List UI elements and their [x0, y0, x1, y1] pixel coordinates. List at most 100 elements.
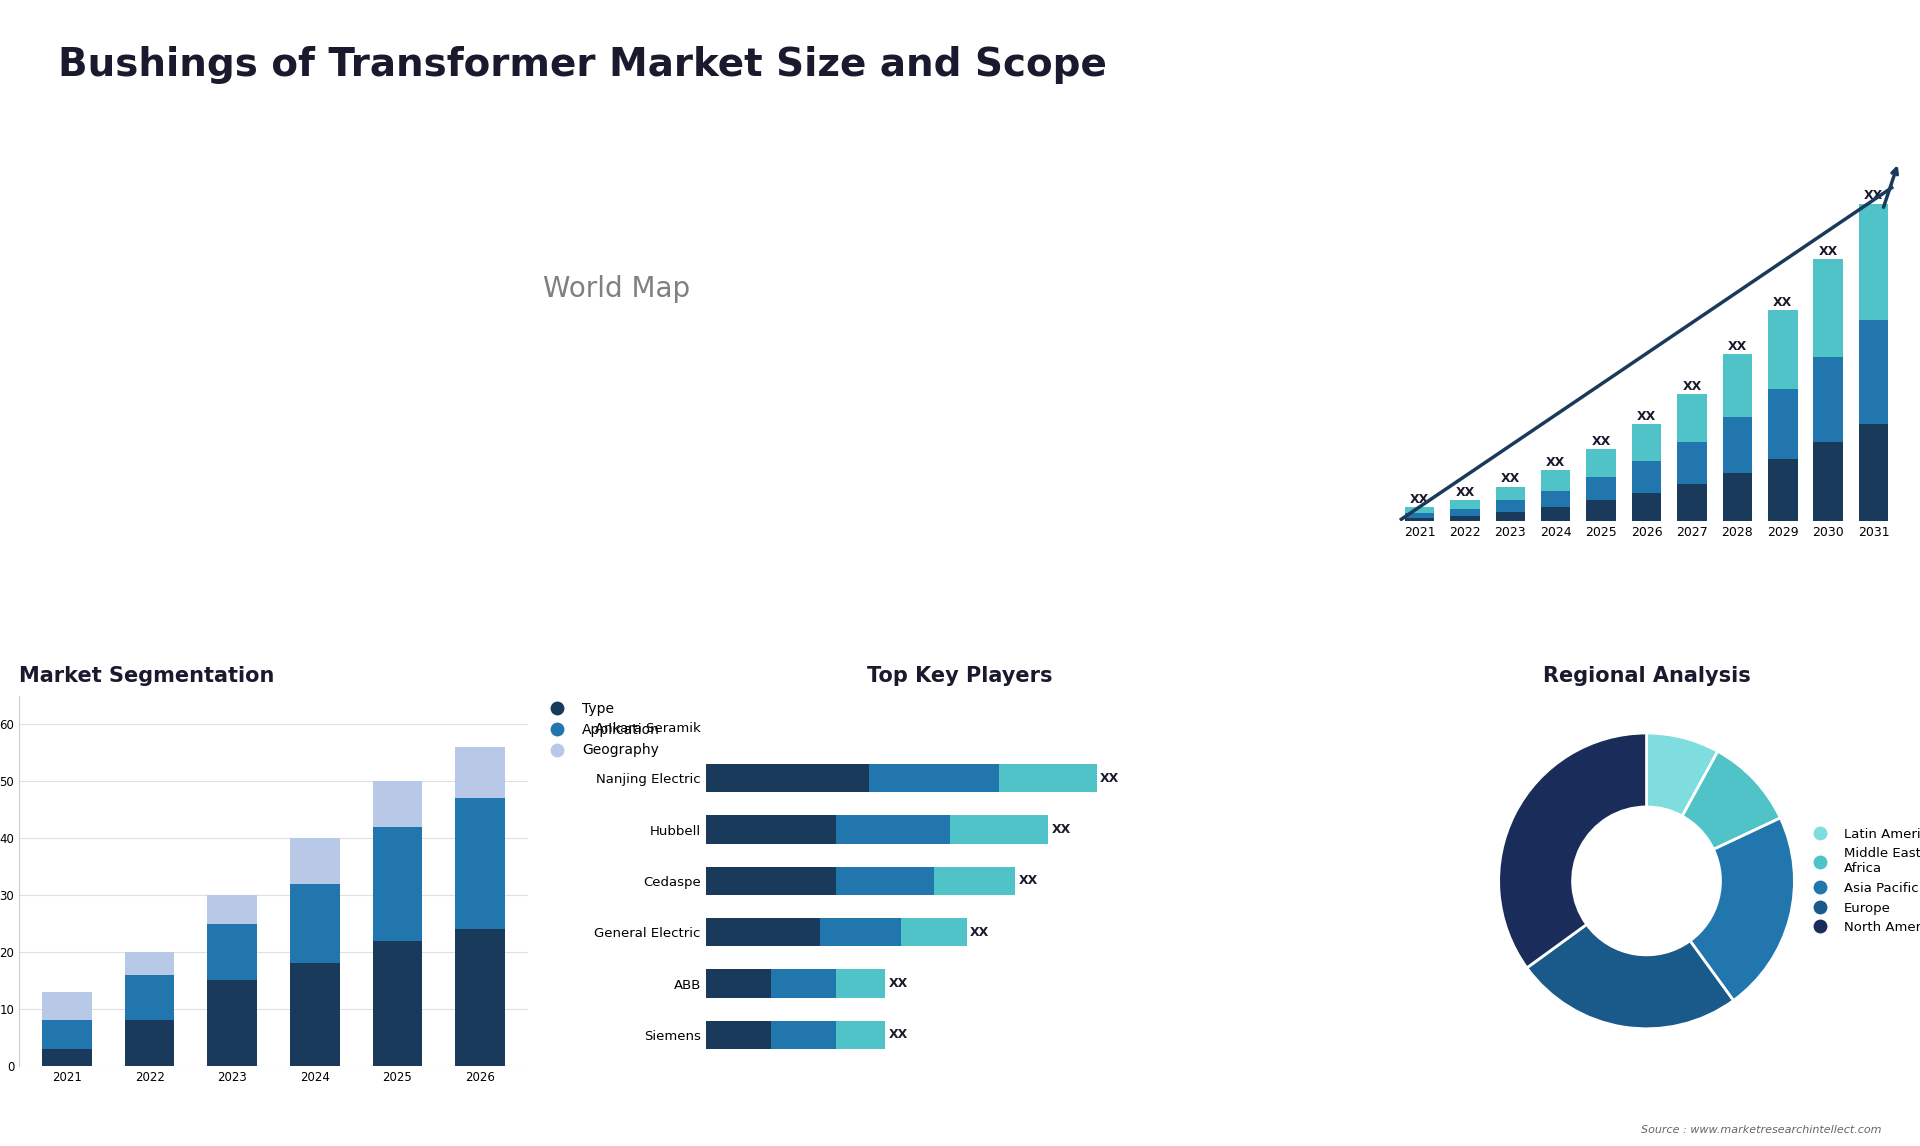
Text: XX: XX — [1409, 493, 1428, 507]
Bar — [1632, 494, 1661, 521]
Text: XX: XX — [889, 978, 908, 990]
Text: Bushings of Transformer Market Size and Scope: Bushings of Transformer Market Size and … — [58, 46, 1106, 84]
Wedge shape — [1682, 752, 1780, 849]
Text: XX: XX — [1682, 379, 1701, 393]
Bar — [207, 895, 257, 924]
Bar — [1859, 320, 1887, 424]
Bar — [835, 816, 950, 843]
Bar — [1405, 518, 1434, 521]
Text: XX: XX — [1728, 340, 1747, 353]
Bar — [1450, 501, 1480, 509]
Bar — [820, 918, 900, 947]
Bar — [1768, 390, 1797, 458]
Bar — [950, 816, 1048, 843]
Text: XX: XX — [1501, 472, 1521, 486]
Text: INTELLECT: INTELLECT — [1761, 99, 1818, 108]
Bar — [1812, 259, 1843, 356]
Bar — [707, 866, 835, 895]
Bar — [207, 981, 257, 1066]
Bar — [1859, 424, 1887, 521]
Bar — [1632, 461, 1661, 494]
Bar — [707, 918, 820, 947]
Wedge shape — [1647, 733, 1718, 816]
Bar — [1812, 356, 1843, 442]
Bar — [835, 866, 933, 895]
Bar — [1542, 470, 1571, 492]
Circle shape — [1572, 807, 1720, 955]
Bar — [125, 952, 175, 975]
Bar — [707, 816, 835, 843]
Wedge shape — [1526, 925, 1734, 1029]
Bar — [1722, 417, 1753, 472]
Legend: Type, Application, Geography: Type, Application, Geography — [538, 696, 666, 763]
Bar — [372, 827, 422, 941]
Bar — [372, 782, 422, 827]
Bar — [707, 1021, 772, 1049]
Text: XX: XX — [1455, 486, 1475, 500]
Text: XX: XX — [1864, 189, 1884, 203]
Text: XX: XX — [1100, 771, 1119, 785]
Bar — [772, 970, 835, 998]
Bar — [1812, 442, 1843, 521]
Bar — [933, 866, 1016, 895]
Bar — [1450, 516, 1480, 521]
Bar — [900, 918, 966, 947]
Bar — [1586, 501, 1617, 521]
Bar — [1678, 442, 1707, 485]
Bar — [455, 929, 505, 1066]
Text: XX: XX — [889, 1028, 908, 1042]
Text: XX: XX — [1638, 410, 1657, 423]
Bar — [207, 924, 257, 981]
Bar — [1678, 394, 1707, 442]
Text: XX: XX — [970, 926, 989, 939]
Bar — [998, 764, 1096, 792]
Text: Market Segmentation: Market Segmentation — [19, 666, 275, 686]
Bar — [835, 970, 885, 998]
Bar — [1586, 477, 1617, 501]
Bar — [290, 964, 340, 1066]
Text: XX: XX — [1774, 296, 1793, 309]
Text: MARKET: MARKET — [1761, 53, 1805, 62]
Bar — [835, 1021, 885, 1049]
Bar — [1542, 508, 1571, 521]
Bar — [707, 970, 772, 998]
Text: Source : www.marketresearchintellect.com: Source : www.marketresearchintellect.com — [1642, 1124, 1882, 1135]
Bar — [1678, 485, 1707, 521]
Bar — [1859, 204, 1887, 320]
Bar — [455, 747, 505, 799]
Bar — [1768, 311, 1797, 390]
Text: World Map: World Map — [543, 275, 691, 303]
Bar — [125, 1020, 175, 1066]
Title: Top Key Players: Top Key Players — [868, 666, 1052, 686]
Bar — [1722, 472, 1753, 521]
Bar — [290, 838, 340, 884]
Title: Regional Analysis: Regional Analysis — [1542, 666, 1751, 686]
Text: XX: XX — [1546, 456, 1565, 469]
Bar — [1496, 512, 1524, 521]
Bar — [1542, 492, 1571, 508]
Bar — [42, 1020, 92, 1049]
Legend: Latin America, Middle East &
Africa, Asia Pacific, Europe, North America: Latin America, Middle East & Africa, Asi… — [1801, 823, 1920, 940]
Bar — [1405, 508, 1434, 513]
Bar — [1586, 449, 1617, 477]
Bar — [42, 991, 92, 1020]
Bar — [455, 799, 505, 929]
Bar — [1450, 509, 1480, 516]
Text: RESEARCH: RESEARCH — [1761, 76, 1818, 85]
Bar — [1496, 501, 1524, 512]
Bar — [372, 941, 422, 1066]
Bar — [125, 975, 175, 1020]
Wedge shape — [1500, 733, 1647, 968]
Text: XX: XX — [1592, 435, 1611, 448]
Wedge shape — [1690, 818, 1795, 1000]
Bar — [1722, 354, 1753, 417]
Bar — [772, 1021, 835, 1049]
Bar — [707, 764, 868, 792]
Bar — [290, 884, 340, 964]
Bar — [1632, 424, 1661, 461]
Bar — [1496, 487, 1524, 501]
Bar — [42, 1049, 92, 1066]
Text: XX: XX — [1052, 823, 1071, 837]
Text: XX: XX — [1020, 874, 1039, 887]
Text: XX: XX — [1818, 245, 1837, 258]
